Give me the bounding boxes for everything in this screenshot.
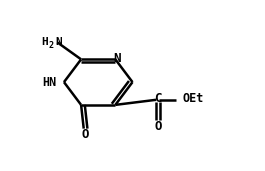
- Text: N: N: [56, 37, 62, 47]
- Text: H: H: [41, 37, 48, 47]
- Text: C: C: [154, 93, 161, 106]
- Text: HN: HN: [42, 76, 57, 89]
- Text: 2: 2: [49, 41, 54, 50]
- Text: OEt: OEt: [183, 93, 204, 106]
- Text: O: O: [154, 120, 162, 133]
- Text: N: N: [113, 52, 120, 65]
- Text: O: O: [82, 128, 89, 141]
